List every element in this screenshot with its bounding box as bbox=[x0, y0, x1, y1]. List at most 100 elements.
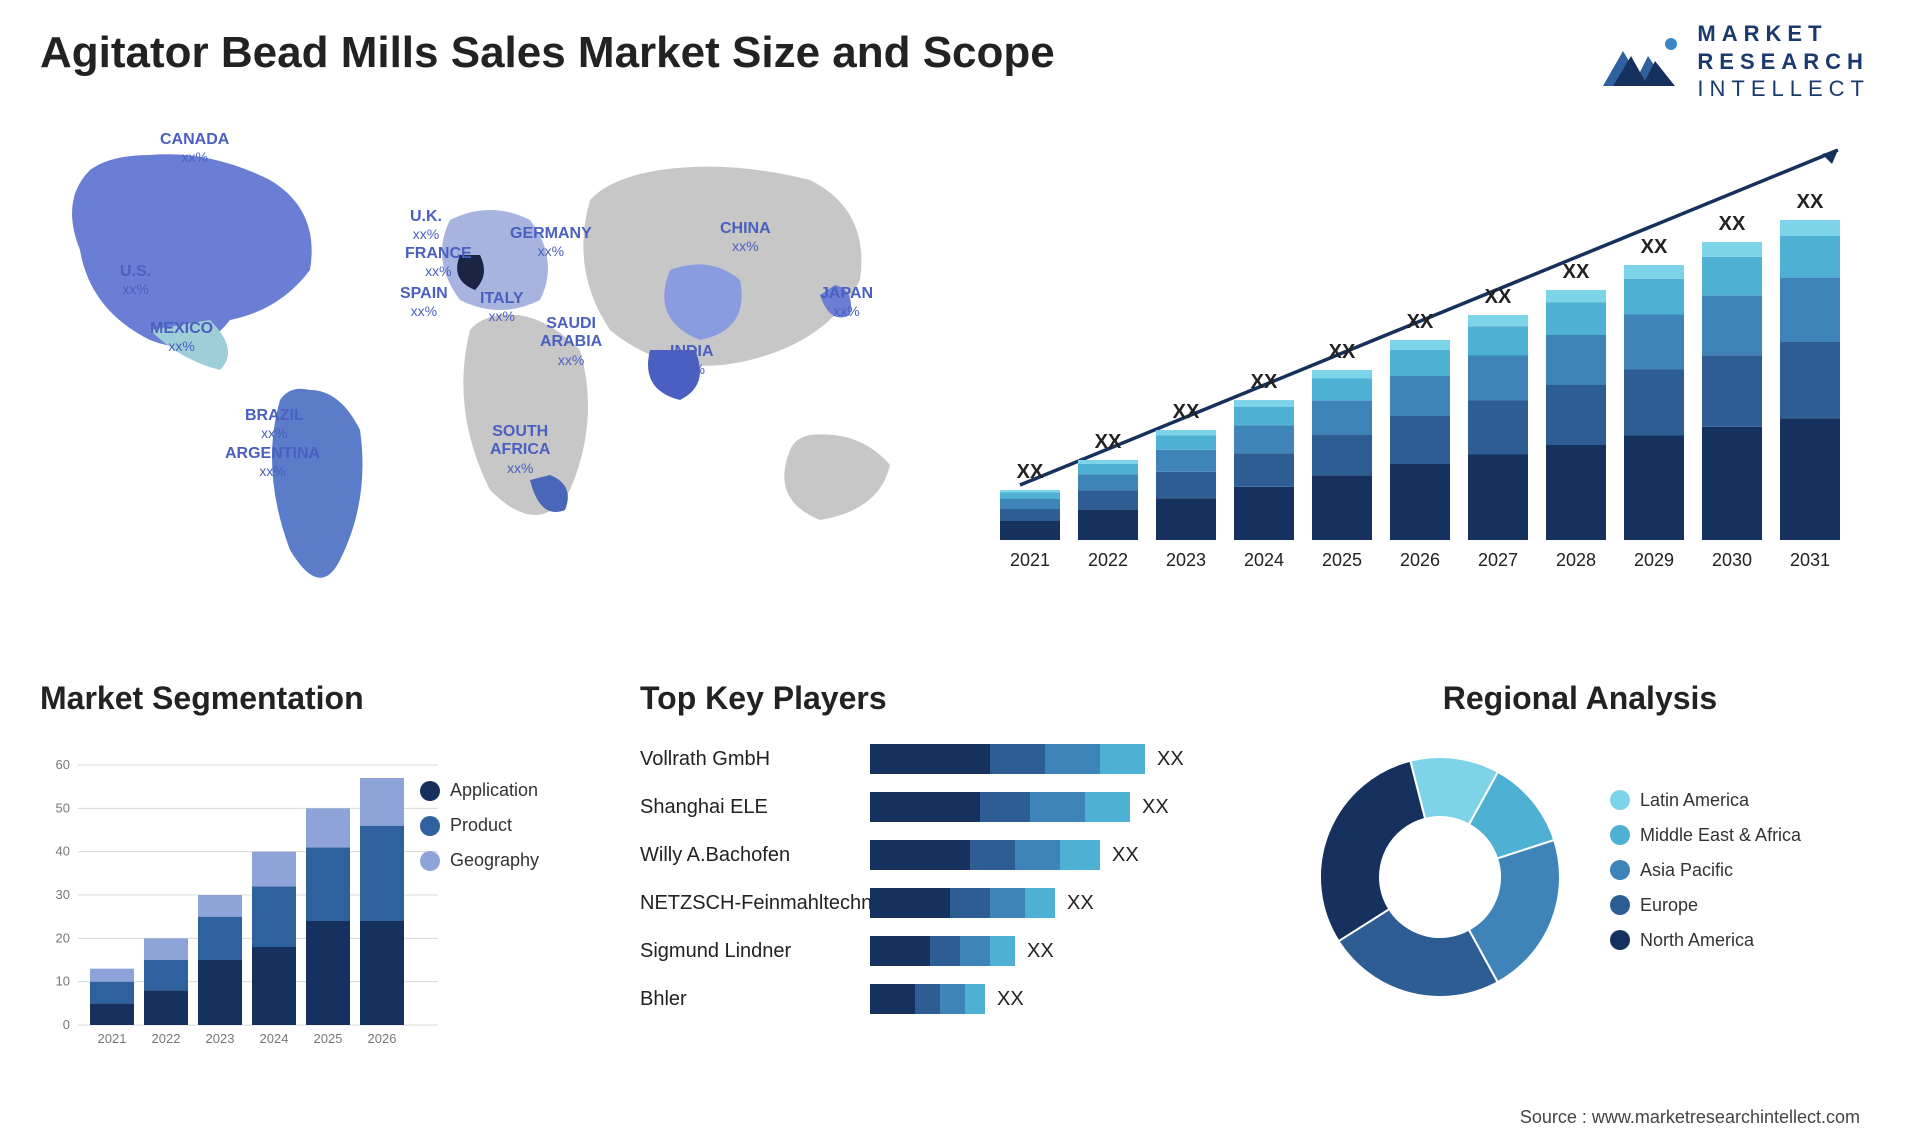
growth-bar-segment bbox=[1468, 455, 1528, 541]
seg-bar-segment bbox=[306, 847, 350, 921]
growth-bar-segment bbox=[1234, 407, 1294, 425]
growth-bar-segment bbox=[1078, 474, 1138, 490]
seg-bar-segment bbox=[306, 921, 350, 1025]
player-bar bbox=[870, 888, 1055, 918]
growth-bar-segment bbox=[1624, 370, 1684, 436]
growth-bar-value: XX bbox=[1485, 286, 1512, 308]
seg-bar-segment bbox=[360, 778, 404, 826]
map-country-label: MEXICOxx% bbox=[150, 320, 213, 354]
seg-bar-segment bbox=[90, 969, 134, 982]
regional-legend-item: North America bbox=[1610, 930, 1801, 951]
growth-bar-segment bbox=[1390, 464, 1450, 540]
brand-logo: MARKET RESEARCH INTELLECT bbox=[1593, 20, 1870, 103]
growth-bar-segment bbox=[1546, 303, 1606, 336]
growth-bar-segment bbox=[1780, 236, 1840, 278]
player-bar bbox=[870, 744, 1145, 774]
growth-bar-year: 2022 bbox=[1088, 550, 1128, 570]
seg-legend-item: Application bbox=[420, 780, 539, 801]
player-row: NETZSCH-Feinmahltechnik GmbHXX bbox=[640, 885, 1210, 921]
logo-icon bbox=[1593, 26, 1683, 96]
map-country-label: JAPANxx% bbox=[820, 285, 873, 319]
seg-bar-segment bbox=[90, 982, 134, 1004]
player-name: Sigmund Lindner bbox=[640, 940, 870, 963]
growth-bar-segment bbox=[1000, 499, 1060, 509]
growth-bar-segment bbox=[1390, 416, 1450, 464]
svg-text:2022: 2022 bbox=[152, 1031, 181, 1046]
seg-legend-item: Geography bbox=[420, 850, 539, 871]
players-section: Top Key Players Vollrath GmbHXXShanghai … bbox=[640, 680, 1210, 1029]
seg-bar-segment bbox=[198, 960, 242, 1025]
seg-bar-segment bbox=[198, 917, 242, 960]
growth-bar-year: 2024 bbox=[1244, 550, 1284, 570]
player-bar bbox=[870, 936, 1015, 966]
player-row: Willy A.BachofenXX bbox=[640, 837, 1210, 873]
growth-bar-year: 2026 bbox=[1400, 550, 1440, 570]
map-country-label: SOUTHAFRICAxx% bbox=[490, 423, 550, 476]
growth-bar-segment bbox=[1624, 279, 1684, 315]
growth-bar-segment bbox=[1390, 376, 1450, 416]
player-row: Sigmund Lindner XX bbox=[640, 933, 1210, 969]
svg-text:60: 60 bbox=[56, 757, 70, 772]
growth-bar-segment bbox=[1234, 425, 1294, 453]
growth-bar-segment bbox=[1468, 315, 1528, 326]
growth-bar-segment bbox=[1546, 445, 1606, 540]
map-country-label: SAUDIARABIAxx% bbox=[540, 315, 602, 368]
growth-bar-segment bbox=[1312, 435, 1372, 476]
growth-bar-segment bbox=[1624, 265, 1684, 279]
growth-bar-year: 2023 bbox=[1166, 550, 1206, 570]
player-name: Shanghai ELE bbox=[640, 796, 870, 819]
svg-text:2026: 2026 bbox=[368, 1031, 397, 1046]
player-value: XX bbox=[997, 988, 1024, 1011]
map-country-label: CHINAxx% bbox=[720, 220, 771, 254]
segmentation-legend: ApplicationProductGeography bbox=[420, 780, 539, 885]
growth-bar-segment bbox=[1156, 436, 1216, 450]
seg-bar-segment bbox=[198, 895, 242, 917]
growth-bar-segment bbox=[1468, 401, 1528, 455]
seg-bar-segment bbox=[90, 1003, 134, 1025]
map-country-label: CANADAxx% bbox=[160, 131, 229, 165]
growth-bar-segment bbox=[1078, 490, 1138, 509]
svg-text:40: 40 bbox=[56, 844, 70, 859]
segmentation-section: Market Segmentation 01020304050602021202… bbox=[40, 680, 600, 1060]
growth-bar-segment bbox=[1702, 296, 1762, 356]
player-row: Vollrath GmbHXX bbox=[640, 741, 1210, 777]
svg-text:0: 0 bbox=[63, 1017, 70, 1032]
map-country-label: INDIAxx% bbox=[670, 343, 714, 377]
map-country-label: U.S.xx% bbox=[120, 263, 151, 297]
regional-legend-item: Europe bbox=[1610, 895, 1801, 916]
growth-bar-value: XX bbox=[1797, 191, 1824, 213]
growth-bar-segment bbox=[1702, 355, 1762, 427]
growth-bar-segment bbox=[1780, 220, 1840, 236]
growth-bar-segment bbox=[1078, 464, 1138, 474]
growth-bar-value: XX bbox=[1251, 371, 1278, 393]
seg-bar-segment bbox=[252, 852, 296, 887]
seg-bar-segment bbox=[252, 947, 296, 1025]
growth-bar-segment bbox=[1780, 418, 1840, 540]
growth-bar-year: 2028 bbox=[1556, 550, 1596, 570]
growth-bar-segment bbox=[1702, 257, 1762, 296]
player-name: Willy A.Bachofen bbox=[640, 844, 870, 867]
map-country-label: U.K.xx% bbox=[410, 208, 442, 242]
growth-bar-segment bbox=[1234, 453, 1294, 487]
svg-text:50: 50 bbox=[56, 800, 70, 815]
growth-bar-segment bbox=[1624, 315, 1684, 370]
growth-bar-segment bbox=[1156, 472, 1216, 498]
growth-bar-segment bbox=[1390, 350, 1450, 376]
player-value: XX bbox=[1142, 796, 1169, 819]
svg-text:2024: 2024 bbox=[260, 1031, 289, 1046]
growth-bar-value: XX bbox=[1407, 311, 1434, 333]
seg-bar-segment bbox=[252, 886, 296, 947]
growth-bar-segment bbox=[1702, 427, 1762, 540]
player-value: XX bbox=[1027, 940, 1054, 963]
growth-bar-value: XX bbox=[1563, 261, 1590, 283]
growth-bar-year: 2029 bbox=[1634, 550, 1674, 570]
growth-bar-segment bbox=[1078, 460, 1138, 464]
growth-bar-value: XX bbox=[1017, 461, 1044, 483]
growth-bar-segment bbox=[1312, 475, 1372, 540]
growth-bar-segment bbox=[1780, 278, 1840, 342]
player-bar bbox=[870, 984, 985, 1014]
regional-donut bbox=[1300, 737, 1580, 1017]
growth-bar-chart: XX2021XX2022XX2023XX2024XX2025XX2026XX20… bbox=[990, 140, 1860, 580]
growth-bar-year: 2027 bbox=[1478, 550, 1518, 570]
page-title: Agitator Bead Mills Sales Market Size an… bbox=[40, 28, 1055, 78]
